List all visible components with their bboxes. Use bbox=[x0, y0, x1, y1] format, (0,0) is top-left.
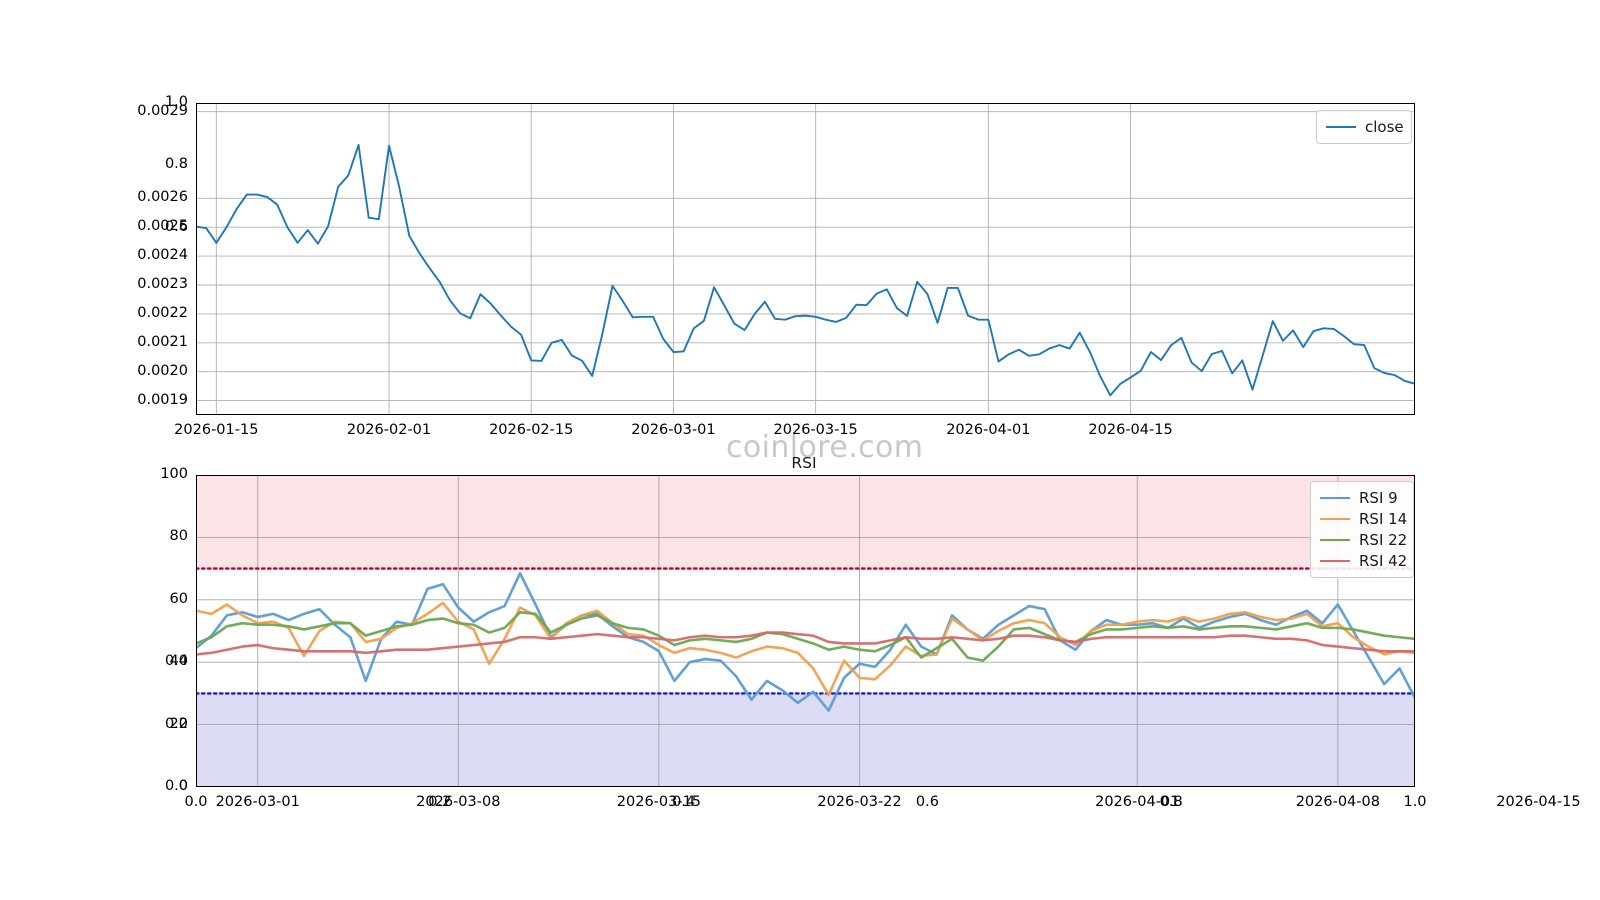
legend-line-swatch bbox=[1320, 559, 1350, 562]
rsi-y-tick: 0 bbox=[178, 778, 188, 794]
rsi-x-tick: 2026-03-01 bbox=[215, 794, 300, 810]
rsi-y-tick: 60 bbox=[169, 590, 188, 607]
rsi-band bbox=[196, 693, 1415, 787]
price-line-close bbox=[196, 143, 1415, 397]
rsi-y-tick-secondary: 0.0 bbox=[164, 778, 188, 794]
legend-item[interactable]: RSI 22 bbox=[1320, 529, 1408, 550]
price-chart-panel bbox=[196, 103, 1415, 415]
rsi-x-tick-secondary: 1.0 bbox=[1403, 794, 1427, 810]
rsi-line-rsi-9 bbox=[196, 571, 1415, 712]
legend-item-label: RSI 14 bbox=[1359, 509, 1408, 528]
price-x-tick: 2026-02-01 bbox=[346, 422, 432, 438]
legend-line-swatch bbox=[1320, 496, 1350, 499]
rsi-legend[interactable]: RSI 9 RSI 14 RSI 22 RSI 42 bbox=[1310, 481, 1414, 578]
rsi-y-tick: 20 bbox=[169, 715, 188, 732]
rsi-y-tick: 80 bbox=[169, 528, 188, 545]
rsi-plot-area bbox=[196, 475, 1415, 787]
price-y-tick: 0.0019 bbox=[137, 391, 188, 408]
rsi-x-tick-secondary: 0.0 bbox=[184, 794, 208, 810]
rsi-x-tick: 2026-03-22 bbox=[817, 794, 902, 810]
rsi-x-tick: 2026-04-01 bbox=[1095, 794, 1180, 810]
price-y-tick-secondary: 1.0 bbox=[164, 94, 188, 110]
rsi-line-rsi-42 bbox=[196, 631, 1415, 656]
rsi-x-tick-secondary: 0.6 bbox=[915, 794, 939, 810]
legend-item[interactable]: RSI 9 bbox=[1320, 487, 1404, 508]
legend-item-label: RSI 42 bbox=[1359, 551, 1408, 570]
legend-line-swatch bbox=[1320, 538, 1350, 541]
price-y-tick-secondary: 0.6 bbox=[164, 218, 188, 235]
rsi-x-tick: 2026-03-15 bbox=[616, 794, 702, 810]
rsi-y-tick-secondary: 0.2 bbox=[164, 715, 188, 732]
price-y-tick: 0.0026 bbox=[137, 189, 188, 206]
rsi-x-tick-secondary: 0.4 bbox=[672, 794, 696, 810]
legend-line-swatch bbox=[1320, 517, 1350, 520]
price-y-tick: 0.0024 bbox=[137, 247, 188, 264]
price-y-tick: 0.0023 bbox=[137, 276, 188, 292]
legend-item[interactable]: RSI 14 bbox=[1320, 508, 1408, 529]
rsi-x-tick-secondary: 0.2 bbox=[428, 794, 452, 810]
rsi-line-rsi-22 bbox=[196, 610, 1415, 662]
price-legend[interactable]: close bbox=[1316, 110, 1412, 144]
rsi-y-tick: 40 bbox=[169, 653, 188, 670]
legend-item[interactable]: RSI 42 bbox=[1320, 550, 1408, 571]
price-y-tick-secondary: 0.8 bbox=[164, 156, 188, 173]
legend-item-label: RSI 9 bbox=[1359, 488, 1398, 507]
price-x-tick: 2026-02-15 bbox=[489, 422, 574, 438]
legend-item[interactable]: close bbox=[1326, 116, 1404, 137]
price-x-tick: 2026-01-15 bbox=[174, 422, 259, 438]
rsi-title: RSI bbox=[791, 454, 817, 472]
price-y-tick: 0.0029 bbox=[137, 102, 188, 119]
rsi-x-tick: 2026-04-08 bbox=[1295, 794, 1380, 810]
legend-item-label: close bbox=[1365, 117, 1404, 136]
price-y-tick: 0.0021 bbox=[137, 333, 188, 350]
price-y-tick: 0.0022 bbox=[137, 304, 188, 321]
price-x-tick: 2026-03-15 bbox=[773, 422, 858, 438]
rsi-x-tick-secondary: 0.8 bbox=[1159, 794, 1183, 810]
rsi-x-tick: 2026-04-15 bbox=[1496, 794, 1581, 810]
price-x-tick: 2026-04-01 bbox=[946, 422, 1031, 438]
price-x-tick: 2026-04-15 bbox=[1088, 422, 1173, 438]
rsi-y-tick-secondary: 0.4 bbox=[164, 653, 188, 670]
legend-line-swatch bbox=[1326, 125, 1356, 128]
price-y-tick: 0.0025 bbox=[137, 218, 188, 235]
legend-item-label: RSI 22 bbox=[1359, 530, 1408, 549]
price-plot-area bbox=[196, 103, 1415, 415]
rsi-x-tick: 2026-03-08 bbox=[416, 794, 501, 810]
rsi-chart-panel bbox=[196, 475, 1415, 787]
rsi-y-tick: 100 bbox=[160, 466, 188, 482]
watermark: coinlore.com bbox=[726, 430, 924, 465]
price-x-tick: 2026-03-01 bbox=[631, 422, 716, 438]
price-y-tick: 0.0020 bbox=[137, 362, 188, 379]
rsi-band bbox=[196, 475, 1415, 569]
